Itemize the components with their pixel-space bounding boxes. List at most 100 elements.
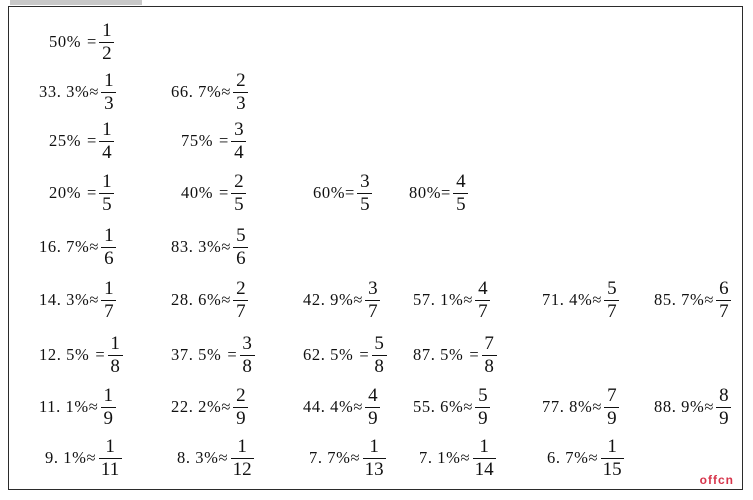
relation-symbol: ≈ [89,81,99,101]
fraction-numerator: 4 [368,385,378,406]
fraction-bar [475,299,491,301]
fraction-bar [604,406,620,408]
equation-1-over-11: 9. 1% ≈1 11 [45,437,122,479]
relation-symbol: ≈ [89,236,99,256]
fraction-denominator: 14 [474,458,494,480]
equation-1-over-15: 6. 7% ≈1 15 [547,437,624,479]
fraction-denominator: 5 [102,193,112,215]
equation-1-over-5: 20% = 1 5 [49,172,115,215]
fraction-numerator: 1 [104,278,114,299]
percent-label: 25% [49,130,82,150]
percent-label: 50% [49,31,82,51]
fraction-denominator: 8 [242,355,252,377]
fraction-bar [371,354,387,356]
fraction-numerator: 2 [236,278,246,299]
percent-label: 33. 3% [39,81,90,101]
fraction-denominator: 4 [234,141,244,163]
fraction-denominator: 8 [374,355,384,377]
fraction-denominator: 6 [236,247,246,269]
fraction-numerator: 1 [103,385,114,406]
fraction-bar [101,299,117,301]
percent-label: 11. 1% [39,396,89,416]
fraction-bar [362,457,386,459]
fraction-denominator: 9 [719,407,729,429]
equation-4-over-5: 80% = 4 5 [409,171,469,214]
percent-label: 88. 9% [654,396,705,416]
equation-row-halves: 50% = 1 2 [9,21,742,71]
fraction-numerator: 1 [102,20,112,41]
fraction-bar [239,354,255,356]
fraction-bar [475,406,491,408]
fraction: 1 13 [362,437,386,479]
fraction-numerator: 4 [478,278,488,299]
equation-2-over-3: 66. 7% ≈2 3 [171,70,249,113]
percent-label: 22. 2% [171,396,222,416]
relation-symbol: ≈ [350,447,360,467]
relation-symbol: = [87,31,97,51]
relation-symbol: = [227,344,237,364]
percent-label: 7. 1% [419,447,461,467]
equation-1-over-9: 11. 1% ≈1 9 [39,386,116,428]
fraction-numerator: 1 [110,333,120,354]
percent-label: 55. 6% [413,396,464,416]
fraction-bar [600,457,624,459]
fraction-numerator: 2 [236,70,246,91]
fraction-denominator: 9 [368,407,378,429]
relation-symbol: ≈ [221,236,231,256]
relation-symbol: = [87,130,97,150]
equation-row-eighths: 12. 5% = 1 8 37. 5% = 3 8 62. 5% = 5 8 87. 5% = 7 8 [9,334,742,384]
equation-3-over-5: 60% = 3 5 [313,172,373,215]
fraction-denominator: 9 [478,407,488,429]
equation-row-ninths: 11. 1% ≈1 9 22. 2% ≈2 9 44. 4% ≈4 9 55. 6% ≈5 9 77. … [9,386,742,436]
relation-symbol: ≈ [704,396,714,416]
fraction-numerator: 4 [456,171,466,192]
fraction-numerator: 6 [719,278,729,299]
equation-row-unit-fractions: 9. 1% ≈1 11 8. 3% ≈1 12 7. 7% ≈1 13 7. 1% ≈1 14 6. 7… [9,437,742,487]
fraction-bar [231,192,247,194]
fraction-bar [233,406,249,408]
fraction-bar [453,192,469,194]
fraction-denominator: 5 [360,193,370,215]
percent-label: 77. 8% [542,396,593,416]
relation-symbol: ≈ [221,289,231,309]
document-page-frame: 50% = 1 2 33. 3% ≈1 3 66. 7% ≈2 3 25% = 1 4 75% = 3 4 20% =… [8,6,743,490]
fraction-denominator: 3 [104,92,114,114]
equation-8-over-9: 88. 9% ≈8 9 [654,386,732,429]
fraction-bar [481,354,497,356]
equation-row-sevenths: 14. 3% ≈1 7 28. 6% ≈2 7 42. 9% ≈3 7 57. 1% ≈4 7 71. … [9,279,742,329]
percent-label: 8. 3% [177,447,219,467]
equation-1-over-12: 8. 3% ≈1 12 [177,437,254,479]
relation-symbol: ≈ [463,396,473,416]
fraction-bar [107,354,123,356]
fraction-bar [101,91,117,93]
relation-symbol: ≈ [592,289,602,309]
percent-label: 9. 1% [45,447,87,467]
relation-symbol: ≈ [353,289,363,309]
fraction-numerator: 5 [478,385,488,406]
percent-label: 83. 3% [171,236,222,256]
equation-row-thirds: 33. 3% ≈1 3 66. 7% ≈2 3 [9,71,742,121]
fraction-bar [233,91,249,93]
fraction-numerator: 1 [237,436,247,457]
percent-label: 66. 7% [171,81,222,101]
equation-7-over-9: 77. 8% ≈7 9 [542,386,620,428]
equation-row-sixths: 16. 7% ≈1 6 83. 3% ≈5 6 [9,226,742,276]
fraction-numerator: 1 [102,119,112,140]
relation-symbol: ≈ [88,396,98,416]
fraction-denominator: 7 [607,300,617,322]
fraction: 1 11 [98,437,122,479]
fraction-bar [716,299,732,301]
fraction-numerator: 1 [607,436,617,457]
